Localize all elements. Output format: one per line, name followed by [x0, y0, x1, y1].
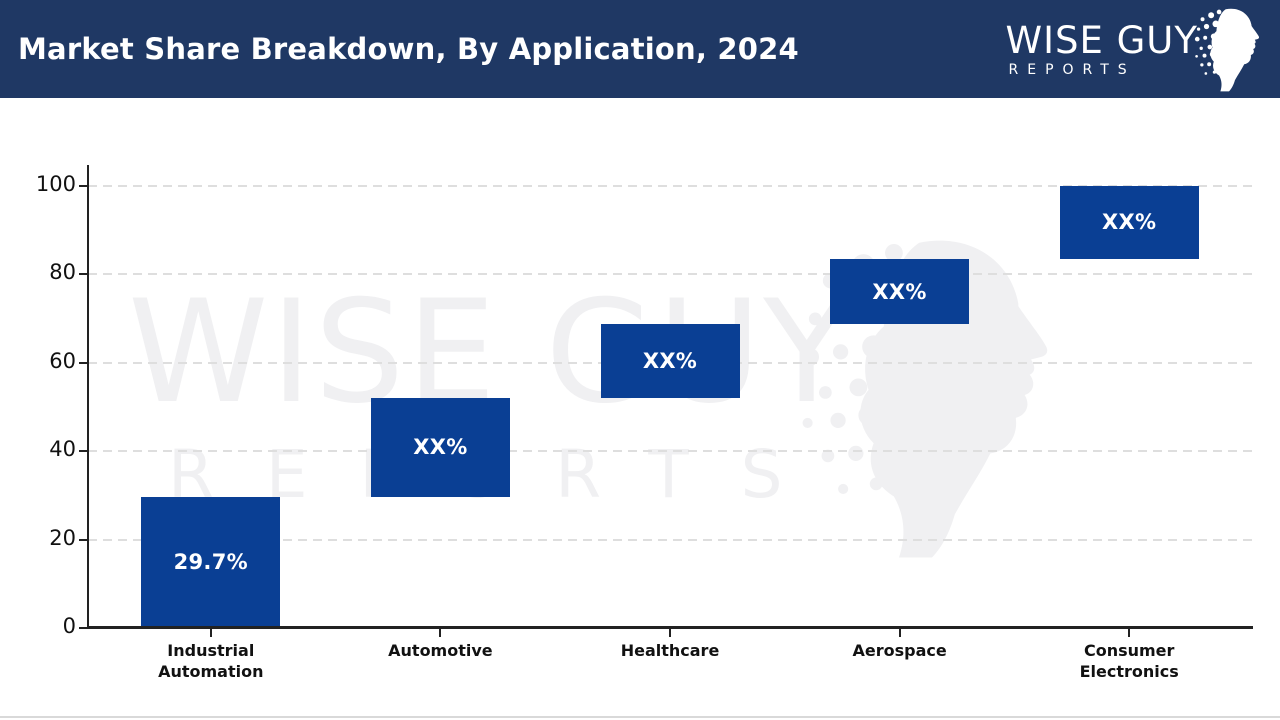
gridline-100 [88, 185, 1253, 187]
bar-value-label: XX% [413, 435, 468, 460]
bar-value-label: 29.7% [173, 550, 248, 575]
x-category-label-industrial-automation: Industrial Automation [158, 641, 264, 682]
x-tick-mark [209, 629, 212, 637]
x-tick-mark [439, 629, 442, 637]
bar-aerospace: XX% [830, 258, 970, 325]
y-tick-mark [79, 627, 88, 629]
y-axis-spine [87, 165, 89, 629]
x-category-label-consumer-electronics: Consumer Electronics [1079, 641, 1179, 682]
bar-value-label: XX% [642, 349, 698, 374]
x-category-label-aerospace: Aerospace [852, 641, 947, 660]
brand-name: WISE GUY [1005, 18, 1198, 62]
x-tick-mark [898, 629, 901, 637]
bar-healthcare: XX% [600, 324, 740, 399]
bottom-divider [0, 716, 1280, 718]
y-tick-mark [79, 450, 88, 453]
y-tick-label: 20 [49, 525, 76, 550]
brand-logo-text: WISE GUY REPORTS [1006, 22, 1198, 77]
y-tick-mark [79, 185, 88, 187]
gridline-40 [88, 450, 1253, 453]
x-category-label-automotive: Automotive [388, 641, 493, 660]
bar-value-label: XX% [1102, 210, 1157, 235]
y-tick-label: 100 [35, 172, 76, 196]
brand-subtitle: REPORTS [1008, 61, 1136, 78]
bar-automotive: XX% [370, 398, 510, 497]
header-bar: Market Share Breakdown, By Application, … [0, 0, 1280, 98]
y-tick-label: 60 [49, 348, 76, 373]
bar-industrial-automation: 29.7% [141, 496, 281, 628]
y-tick-mark [79, 273, 88, 276]
gridline-80 [88, 273, 1253, 276]
x-axis-spine [88, 626, 1253, 629]
x-tick-mark [1128, 629, 1131, 637]
y-tick-mark [79, 361, 88, 364]
y-tick-label: 40 [49, 437, 76, 462]
y-tick-label: 80 [49, 260, 76, 285]
chart-title: Market Share Breakdown, By Application, … [18, 32, 799, 66]
y-tick-label: 0 [62, 614, 76, 638]
brand-logo: WISE GUY REPORTS [1006, 6, 1266, 92]
gridline-20 [88, 538, 1253, 541]
x-tick-mark [669, 629, 671, 637]
bar-value-label: XX% [872, 279, 927, 304]
x-category-label-healthcare: Healthcare [620, 641, 720, 660]
bar-consumer-electronics: XX% [1059, 186, 1199, 259]
y-tick-mark [79, 538, 88, 541]
